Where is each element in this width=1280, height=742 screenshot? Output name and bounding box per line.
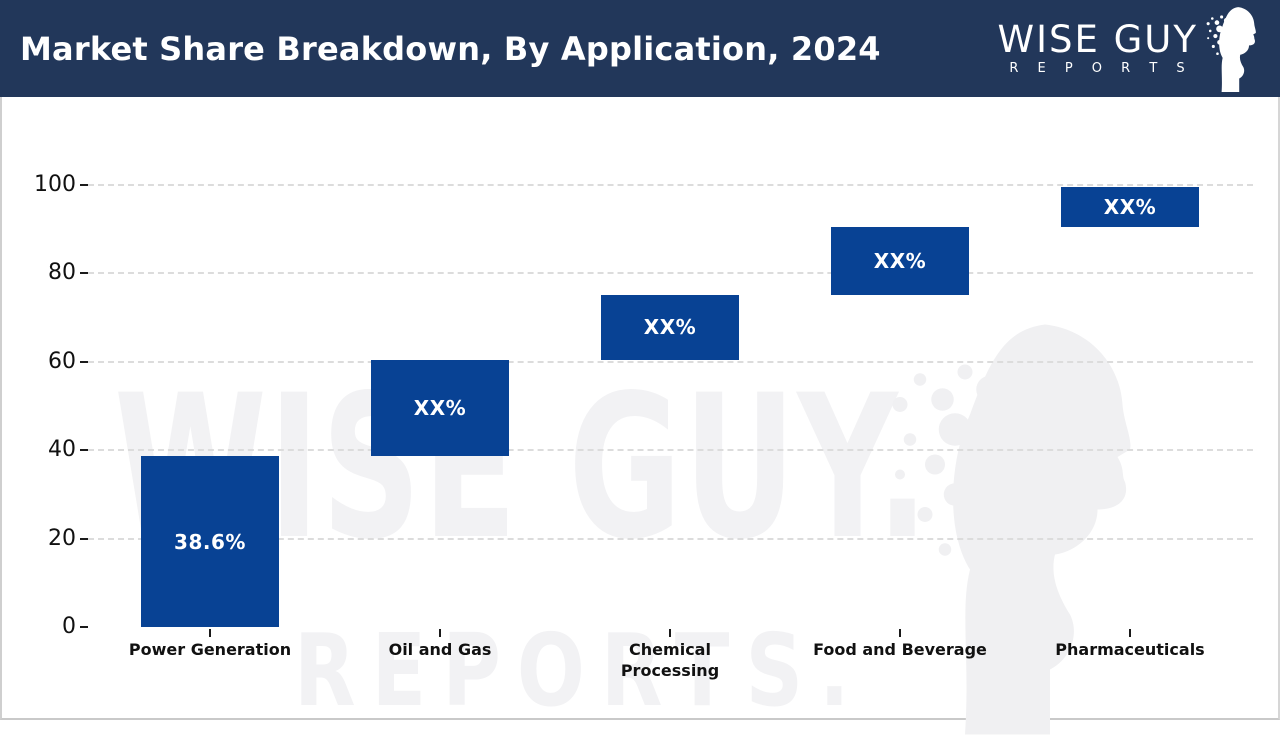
gridline-20 <box>88 537 1253 540</box>
bar-pharmaceuticals: XX% <box>1061 187 1199 228</box>
bar-value-label: 38.6% <box>174 529 246 554</box>
page-title: Market Share Breakdown, By Application, … <box>20 29 881 68</box>
bar-food-and-beverage: XX% <box>831 227 969 296</box>
header-bar: Market Share Breakdown, By Application, … <box>0 0 1280 97</box>
bar-value-label: XX% <box>643 315 697 340</box>
wise-guy-logo: WISE GUY R E P O R T S <box>998 4 1272 92</box>
bar-chemical-processing: XX% <box>601 295 739 360</box>
x-axis-label-4: Pharmaceuticals <box>1055 640 1205 659</box>
bar-value-label: XX% <box>873 249 927 274</box>
y-tick-60 <box>80 360 88 363</box>
x-axis-label-2: Chemical Processing <box>620 640 720 680</box>
x-tick-0 <box>209 629 211 637</box>
x-tick-2 <box>669 629 671 637</box>
gridline-80 <box>88 272 1253 275</box>
y-tick-80 <box>80 272 88 275</box>
y-axis-label-100: 100 <box>34 172 76 197</box>
bar-oil-and-gas: XX% <box>371 359 509 457</box>
y-axis-label-20: 20 <box>48 525 76 551</box>
bar-value-label: XX% <box>413 395 467 420</box>
logo-head-icon <box>1194 4 1272 92</box>
gridline-100 <box>88 184 1253 186</box>
y-tick-0 <box>80 626 88 628</box>
bar-power-generation: 38.6% <box>141 456 279 627</box>
bar-value-label: XX% <box>1103 195 1157 220</box>
gridline-40 <box>88 449 1253 452</box>
y-axis-label-40: 40 <box>48 437 76 463</box>
logo-subtitle: R E P O R T S <box>1009 61 1193 77</box>
x-axis-label-3: Food and Beverage <box>813 640 987 659</box>
x-tick-4 <box>1129 629 1131 637</box>
x-axis-label-1: Oil and Gas <box>388 640 492 659</box>
x-tick-3 <box>899 629 901 637</box>
gridline-60 <box>88 360 1253 363</box>
logo-wordmark: WISE GUY <box>997 17 1198 61</box>
y-axis-label-0: 0 <box>62 614 76 639</box>
watermark-head-icon <box>870 302 1170 742</box>
x-axis-label-0: Power Generation <box>128 640 292 659</box>
watermark-subtitle: REPORTS. <box>294 612 866 729</box>
x-tick-1 <box>439 629 441 637</box>
y-axis-label-80: 80 <box>48 260 76 286</box>
y-tick-100 <box>80 184 88 186</box>
y-tick-20 <box>80 537 88 540</box>
y-axis-label-60: 60 <box>48 348 76 374</box>
y-tick-40 <box>80 449 88 452</box>
